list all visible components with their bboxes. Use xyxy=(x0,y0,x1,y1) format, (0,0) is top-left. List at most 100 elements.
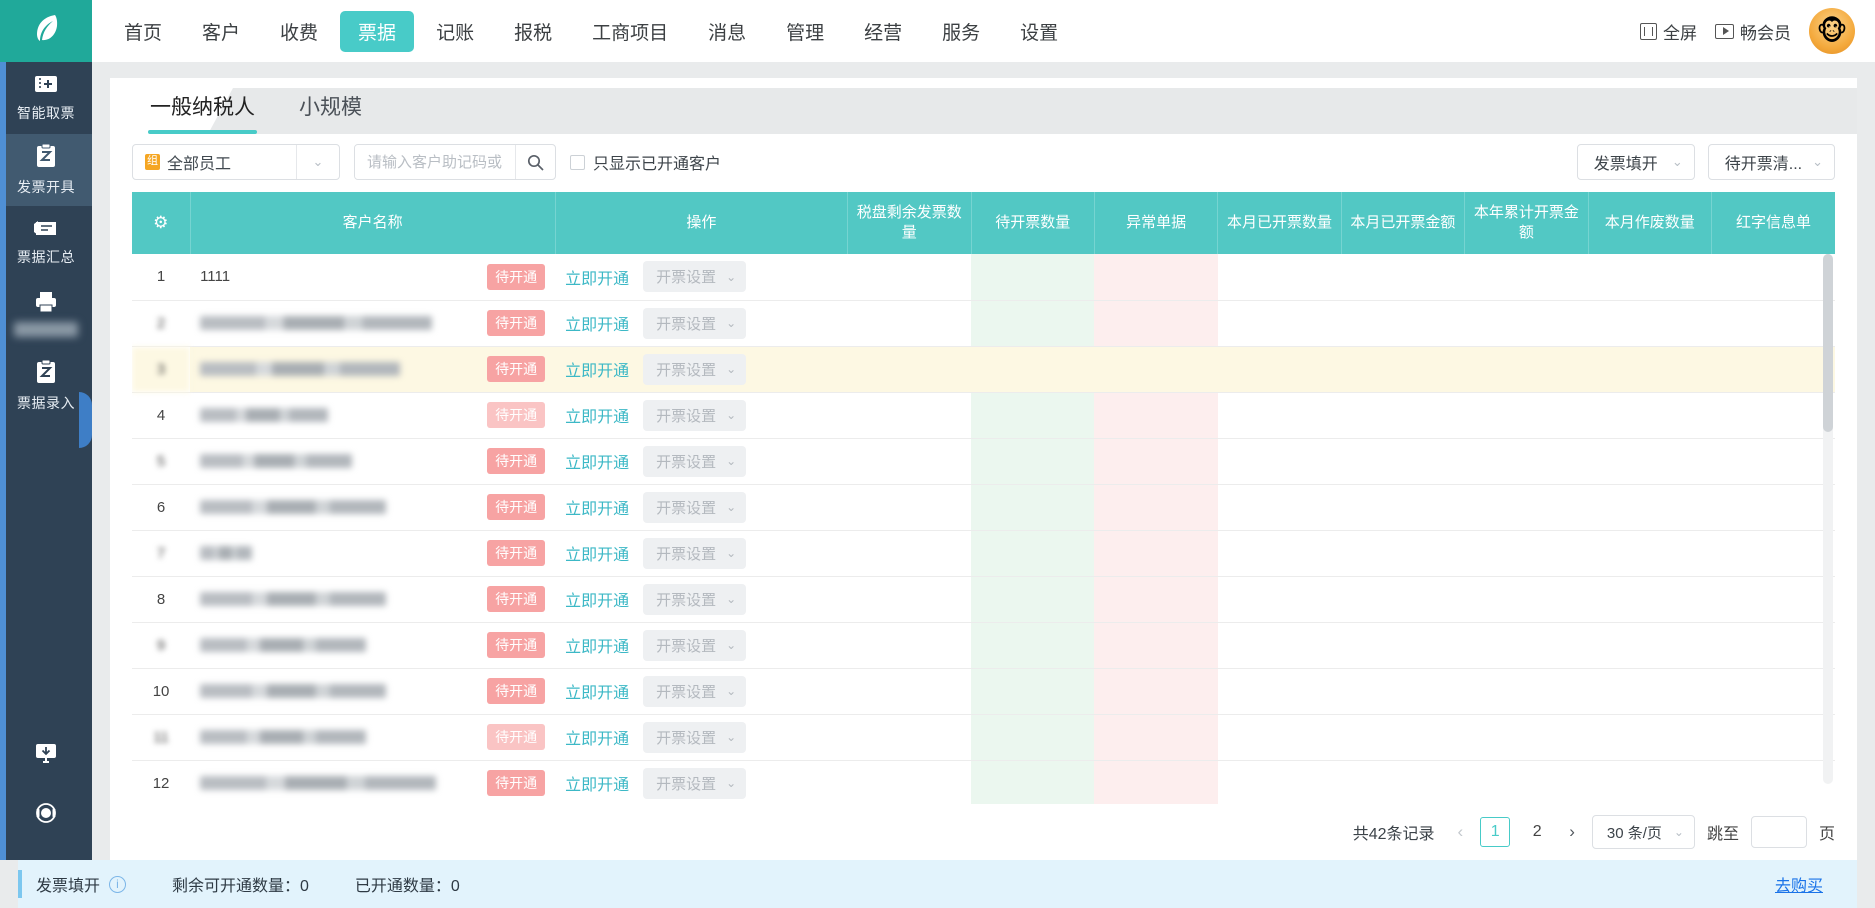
pagination-page-2[interactable]: 2 xyxy=(1532,823,1542,840)
checkbox-box[interactable] xyxy=(570,154,585,170)
pagination-page-1[interactable]: 1 xyxy=(1480,817,1511,847)
row-pending xyxy=(971,346,1095,393)
member-button[interactable]: 畅会员 xyxy=(1715,19,1791,44)
fullscreen-button[interactable]: 全屏 xyxy=(1640,19,1697,44)
search-icon[interactable] xyxy=(515,145,555,179)
only-opened-checkbox[interactable]: 只显示已开通客户 xyxy=(570,150,721,174)
row-month-amount xyxy=(1341,484,1465,531)
activate-now-link[interactable]: 立即开通 xyxy=(565,547,630,564)
activate-now-link[interactable]: 立即开通 xyxy=(565,270,630,288)
invoice-settings-button[interactable]: 开票设置 ⌄ xyxy=(643,537,747,569)
table-row[interactable]: 11 待开通 立即开通 开票设置 ⌄ xyxy=(132,714,1835,761)
col-remain[interactable]: 税盘剩余发票数量 xyxy=(847,192,972,254)
col-pending[interactable]: 待开票数量 xyxy=(971,192,1095,254)
invoice-fill-dropdown[interactable]: 发票填开 ⌄ xyxy=(1576,144,1695,180)
activate-now-link[interactable]: 立即开通 xyxy=(565,317,630,334)
invoice-settings-button[interactable]: 开票设置 ⌄ xyxy=(643,261,747,293)
info-icon[interactable]: i xyxy=(109,875,127,893)
col-settings[interactable]: ⚙ xyxy=(132,192,191,254)
col-month-amount[interactable]: 本月已开票金额 xyxy=(1341,192,1466,254)
table-row[interactable]: 8 待开通 立即开通 开票设置 ⌄ xyxy=(132,576,1835,623)
activate-now-link[interactable]: 立即开通 xyxy=(565,685,630,702)
nav-item-1[interactable]: 客户 xyxy=(202,22,241,44)
activate-now-link[interactable]: 立即开通 xyxy=(565,593,630,610)
invoice-settings-button[interactable]: 开票设置 ⌄ xyxy=(643,353,747,385)
row-remain xyxy=(847,300,972,347)
table-row[interactable]: 3 待开通 立即开通 开票设置 ⌄ xyxy=(132,346,1835,393)
invoice-settings-label: 开票设置 xyxy=(656,315,717,333)
invoice-settings-button[interactable]: 开票设置 ⌄ xyxy=(643,583,747,615)
nav-item-8[interactable]: 管理 xyxy=(786,22,825,44)
gear-icon[interactable]: ⚙ xyxy=(153,212,169,232)
pagination-prev-icon[interactable]: ‹ xyxy=(1457,822,1464,841)
activate-now-link[interactable]: 立即开通 xyxy=(565,731,630,748)
nav-item-11[interactable]: 设置 xyxy=(1020,22,1059,44)
table-vertical-scrollbar[interactable] xyxy=(1823,254,1833,784)
tab-general-taxpayer[interactable]: 一般纳税人 xyxy=(128,91,277,134)
sidebar-item-print[interactable] xyxy=(0,278,92,350)
jump-page-input[interactable] xyxy=(1750,816,1807,848)
table-row[interactable]: 12 待开通 立即开通 开票设置 ⌄ xyxy=(132,760,1835,804)
content-card: 一般纳税人 小规模 组 全部员工 ⌄ xyxy=(110,78,1857,860)
row-abnormal xyxy=(1094,714,1218,761)
col-operation[interactable]: 操作 xyxy=(555,192,849,254)
invoice-settings-button[interactable]: 开票设置 ⌄ xyxy=(643,721,747,753)
tab-small-scale[interactable]: 小规模 xyxy=(299,96,362,119)
activate-now-link[interactable]: 立即开通 xyxy=(565,501,630,518)
invoice-settings-button[interactable]: 开票设置 ⌄ xyxy=(643,491,747,523)
download-monitor-icon[interactable] xyxy=(33,742,59,773)
table-row[interactable]: 2 待开通 立即开通 开票设置 ⌄ xyxy=(132,300,1835,347)
row-operations: 立即开通 开票设置 ⌄ xyxy=(555,254,848,301)
table-row[interactable]: 4 待开通 立即开通 开票设置 ⌄ xyxy=(132,392,1835,439)
nav-item-4[interactable]: 记账 xyxy=(436,22,475,44)
sidebar-item-bill-summary[interactable]: 票据汇总 xyxy=(0,206,92,278)
page-size-select[interactable]: 30 条/页 ⌄ xyxy=(1591,815,1695,849)
scrollbar-track[interactable] xyxy=(1823,254,1833,784)
scrollbar-thumb[interactable] xyxy=(1823,254,1833,432)
col-redinfo[interactable]: 红字信息单 xyxy=(1711,192,1835,254)
table-row[interactable]: 6 待开通 立即开通 开票设置 ⌄ xyxy=(132,484,1835,531)
pending-list-dropdown[interactable]: 待开票清... ⌄ xyxy=(1707,144,1835,180)
chevron-down-icon[interactable]: ⌄ xyxy=(296,145,339,179)
nav-item-2[interactable]: 收费 xyxy=(280,22,319,44)
table-row[interactable]: 7 待开通 立即开通 开票设置 ⌄ xyxy=(132,530,1835,577)
col-void-count[interactable]: 本月作废数量 xyxy=(1588,192,1712,254)
invoice-settings-button[interactable]: 开票设置 ⌄ xyxy=(643,445,747,477)
table-row[interactable]: 5 待开通 立即开通 开票设置 ⌄ xyxy=(132,438,1835,485)
table-row[interactable]: 9 待开通 立即开通 开票设置 ⌄ xyxy=(132,622,1835,669)
activate-now-link[interactable]: 立即开通 xyxy=(565,639,630,656)
nav-item-9[interactable]: 经营 xyxy=(864,22,903,44)
col-abnormal[interactable]: 异常单据 xyxy=(1094,192,1219,254)
employee-select[interactable]: 组 全部员工 ⌄ xyxy=(132,144,340,180)
nav-item-7[interactable]: 消息 xyxy=(708,22,747,44)
nav-item-5[interactable]: 报税 xyxy=(514,22,553,44)
sidebar-collapse-handle[interactable] xyxy=(79,392,92,448)
sidebar-item-bill-entry[interactable]: 票据录入 xyxy=(0,350,92,422)
nav-item-6[interactable]: 工商项目 xyxy=(592,22,669,44)
nav-item-3[interactable]: 票据 xyxy=(340,10,415,52)
table-row[interactable]: 1 1111 待开通 立即开通 开票设置 ⌄ xyxy=(132,254,1835,301)
table-row[interactable]: 10 待开通 立即开通 开票设置 ⌄ xyxy=(132,668,1835,715)
sidebar-item-smart-ticket[interactable]: 智能取票 xyxy=(0,62,92,134)
activate-now-link[interactable]: 立即开通 xyxy=(565,363,630,380)
activate-now-link[interactable]: 立即开通 xyxy=(565,777,630,794)
invoice-settings-button[interactable]: 开票设置 ⌄ xyxy=(643,399,747,431)
invoice-settings-button[interactable]: 开票设置 ⌄ xyxy=(643,675,747,707)
sidebar-item-invoice-issue[interactable]: 发票开具 xyxy=(0,134,92,206)
invoice-settings-button[interactable]: 开票设置 ⌄ xyxy=(643,629,747,661)
col-month-count[interactable]: 本月已开票数量 xyxy=(1217,192,1342,254)
nav-item-0[interactable]: 首页 xyxy=(124,22,163,44)
col-customer[interactable]: 客户名称 xyxy=(190,192,556,254)
buy-link[interactable]: 去购买 xyxy=(1774,878,1823,895)
col-year-amount[interactable]: 本年累计开票金额 xyxy=(1464,192,1589,254)
activate-now-link[interactable]: 立即开通 xyxy=(565,409,630,426)
nav-item-10[interactable]: 服务 xyxy=(942,22,981,44)
activate-now-link[interactable]: 立即开通 xyxy=(565,455,630,472)
invoice-settings-button[interactable]: 开票设置 ⌄ xyxy=(643,767,747,799)
pagination-next-icon[interactable]: › xyxy=(1569,822,1575,841)
headset-support-icon[interactable] xyxy=(33,801,59,832)
search-input[interactable] xyxy=(355,145,515,179)
invoice-settings-button[interactable]: 开票设置 ⌄ xyxy=(643,307,747,339)
avatar[interactable]: 🐵 xyxy=(1809,8,1855,54)
app-logo[interactable] xyxy=(0,0,92,62)
